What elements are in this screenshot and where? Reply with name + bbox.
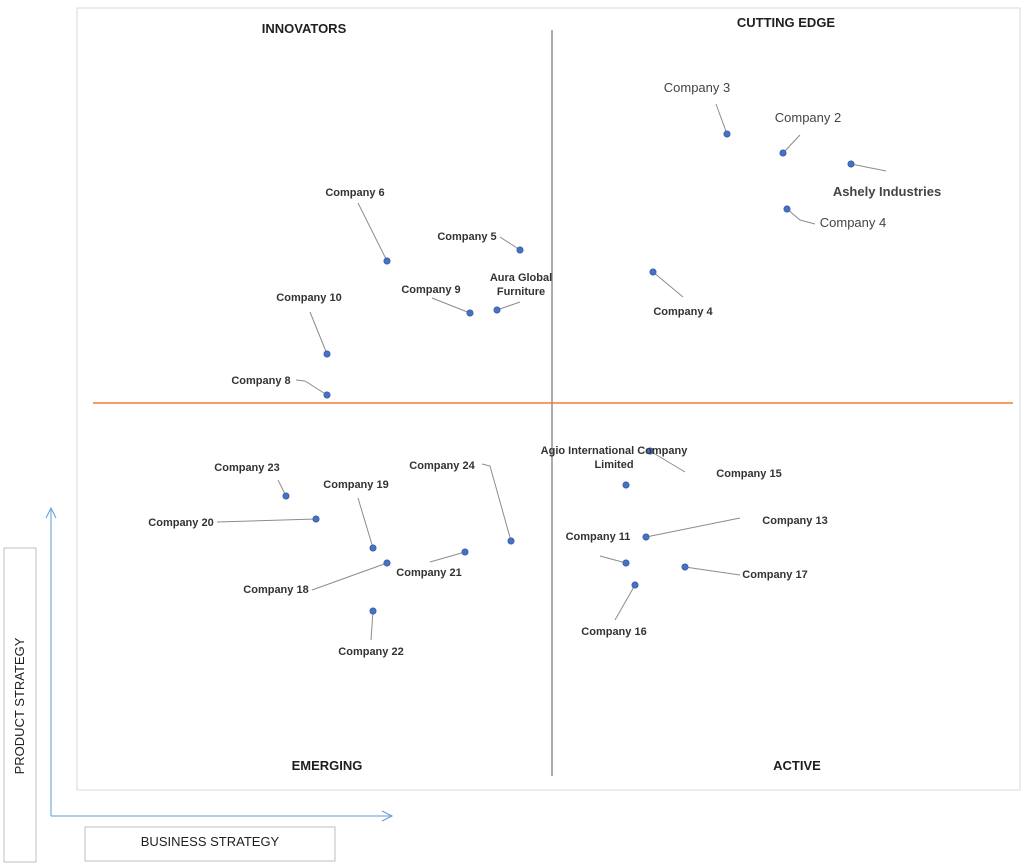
- point-label: Company 3: [664, 80, 730, 95]
- point-label: Agio International Company Limited: [541, 445, 689, 471]
- point-label: Company 17: [742, 569, 807, 581]
- quadrant-label-cutting-edge: CUTTING EDGE: [737, 15, 836, 30]
- quadrant-label-emerging: EMERGING: [292, 758, 363, 773]
- data-point: [493, 306, 501, 314]
- point-label: Ashely Industries: [833, 184, 941, 199]
- leader-line: [614, 584, 636, 621]
- point-label: Company 11: [566, 531, 631, 543]
- leader-line: [652, 271, 684, 298]
- data-point: [383, 257, 391, 265]
- point-label: Company 15: [716, 468, 781, 480]
- leader-line: [684, 566, 741, 576]
- leader-line: [645, 517, 741, 538]
- point-label: Company 23: [214, 462, 279, 474]
- data-point: [642, 533, 650, 541]
- leader-line: [649, 450, 686, 473]
- x-axis-title: BUSINESS STRATEGY: [141, 834, 280, 849]
- point-label: Company 2: [775, 110, 841, 125]
- data-point: [461, 548, 469, 556]
- y-axis-title: PRODUCT STRATEGY: [12, 637, 27, 774]
- point-label: Company 21: [396, 567, 461, 579]
- data-point: [622, 559, 630, 567]
- point-label: Company 4: [820, 215, 886, 230]
- point-label: Company 6: [325, 187, 384, 199]
- data-points: [282, 130, 855, 615]
- data-point: [282, 492, 290, 500]
- point-label: Company 13: [762, 515, 827, 527]
- point-label: Company 8: [231, 375, 290, 387]
- point-label: Company 18: [243, 584, 308, 596]
- leader-line: [357, 202, 388, 262]
- data-point: [323, 350, 331, 358]
- point-label: Company 9: [401, 284, 460, 296]
- point-label: Company 4: [653, 306, 713, 318]
- y-axis-title-box: [3, 547, 37, 863]
- leader-line: [481, 463, 512, 542]
- quadrant-label-active: ACTIVE: [773, 758, 821, 773]
- point-label: Aura Global Furniture: [490, 272, 552, 298]
- leader-line: [496, 301, 521, 311]
- leader-line: [309, 311, 328, 355]
- y-axis-arrow: [45, 506, 57, 816]
- data-point: [383, 559, 391, 567]
- quadrant-label-innovators: INNOVATORS: [262, 21, 347, 36]
- data-point: [312, 515, 320, 523]
- data-point: [779, 149, 787, 157]
- plot-frame: [76, 7, 1021, 791]
- data-point: [783, 205, 791, 213]
- point-label: Company 16: [581, 626, 646, 638]
- x-axis-title-box: [84, 826, 336, 862]
- data-point: [723, 130, 731, 138]
- data-point: [681, 563, 689, 571]
- leader-line: [370, 610, 374, 641]
- data-point: [649, 268, 657, 276]
- leader-line: [429, 551, 466, 563]
- data-point: [622, 481, 630, 489]
- leader-line: [311, 562, 388, 591]
- point-label: Company 19: [323, 479, 388, 491]
- data-point: [631, 581, 639, 589]
- data-point: [323, 391, 331, 399]
- point-label: Company 20: [148, 517, 213, 529]
- data-point: [516, 246, 524, 254]
- point-label: Company 24: [409, 460, 475, 472]
- point-label: Company 5: [437, 231, 496, 243]
- leader-line: [782, 134, 801, 154]
- data-point: [369, 544, 377, 552]
- leader-line: [295, 379, 328, 396]
- leader-line: [599, 555, 627, 564]
- leader-line: [431, 297, 471, 314]
- data-point: [847, 160, 855, 168]
- leader-line: [357, 497, 374, 549]
- point-labels: Company 3 Company 2 Ashely Industries Compa…: [148, 80, 941, 658]
- x-axis-arrow: [51, 810, 394, 822]
- leader-line: [786, 208, 816, 225]
- data-point: [369, 607, 377, 615]
- data-point: [507, 537, 515, 545]
- point-label: Company 10: [276, 292, 341, 304]
- point-label: Company 22: [338, 646, 403, 658]
- leader-line: [715, 103, 728, 135]
- data-point: [466, 309, 474, 317]
- leader-line: [850, 163, 887, 172]
- data-point: [646, 447, 654, 455]
- leader-line: [499, 236, 521, 251]
- leader-line: [216, 518, 317, 523]
